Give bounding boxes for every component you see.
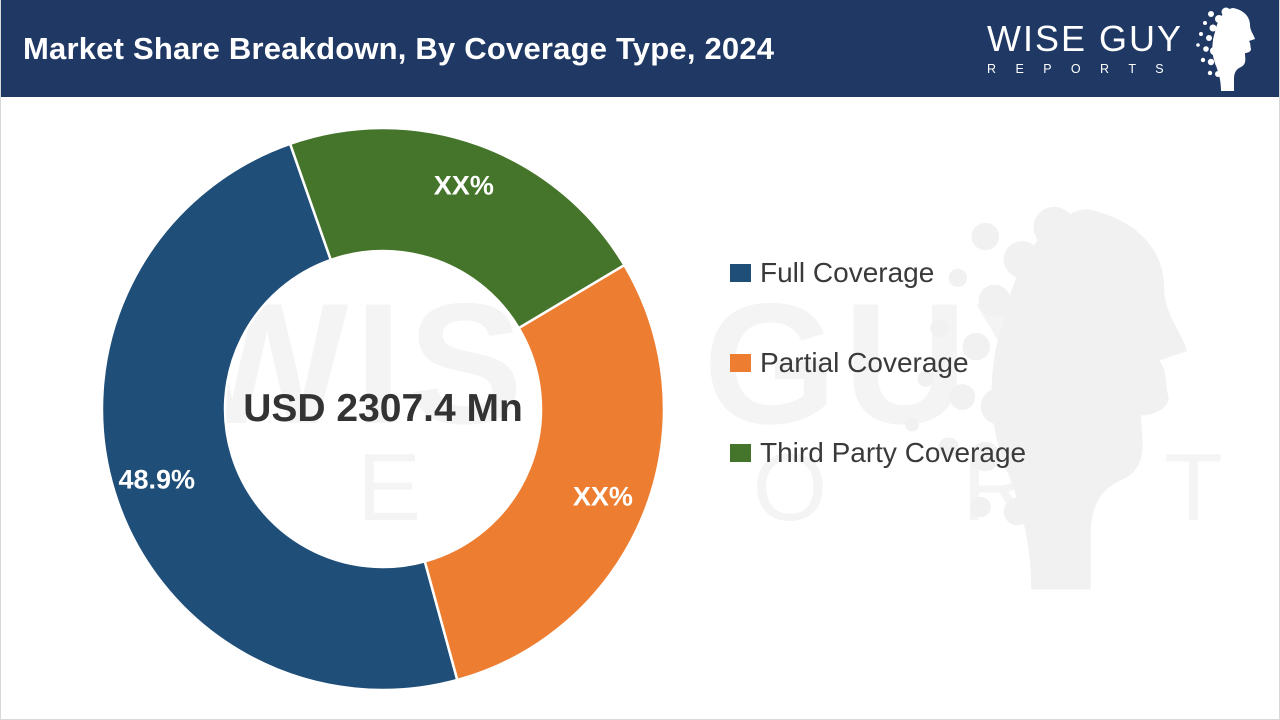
legend-label: Full Coverage — [760, 257, 935, 288]
legend-label: Partial Coverage — [760, 347, 969, 378]
brand-tagline: R E P O R T S — [986, 62, 1172, 76]
watermark-face-icon — [905, 206, 1187, 590]
legend-item-third-party-coverage: Third Party Coverage — [730, 437, 1027, 468]
brand-logo: WISE GUY R E P O R T S — [987, 7, 1257, 91]
chart-center-value: USD 2307.4 Mn — [243, 387, 523, 430]
donut-chart — [100, 126, 666, 692]
donut-segment-0 — [100, 142, 459, 692]
legend-label: Third Party Coverage — [760, 437, 1027, 468]
donut-segment-1 — [423, 263, 666, 682]
chart-legend: Full Coverage Partial Coverage Third Par… — [730, 257, 1027, 528]
brand-name: WISE GUY — [986, 18, 1183, 59]
legend-swatch-partial-coverage — [730, 354, 751, 372]
header-bar: Market Share Breakdown, By Coverage Type… — [1, 0, 1279, 97]
segment-label-2: XX% — [433, 170, 494, 201]
brand-wordmark: WISE GUY R E P O R T S — [986, 18, 1183, 77]
segment-label-1: XX% — [572, 481, 633, 512]
donut-segment-2 — [288, 126, 626, 330]
face-profile-icon — [1196, 7, 1255, 91]
page-title: Market Share Breakdown, By Coverage Type… — [23, 30, 775, 66]
legend-item-full-coverage: Full Coverage — [730, 257, 1026, 288]
legend-swatch-full-coverage — [730, 264, 751, 282]
chart-canvas: WISE GUY R E P O R T S USD 2307.4 Mn Ful… — [1, 97, 1279, 719]
legend-swatch-third-party-coverage — [730, 444, 751, 462]
legend-item-partial-coverage: Partial Coverage — [730, 347, 1026, 378]
segment-label-0: 48.9% — [118, 464, 196, 495]
